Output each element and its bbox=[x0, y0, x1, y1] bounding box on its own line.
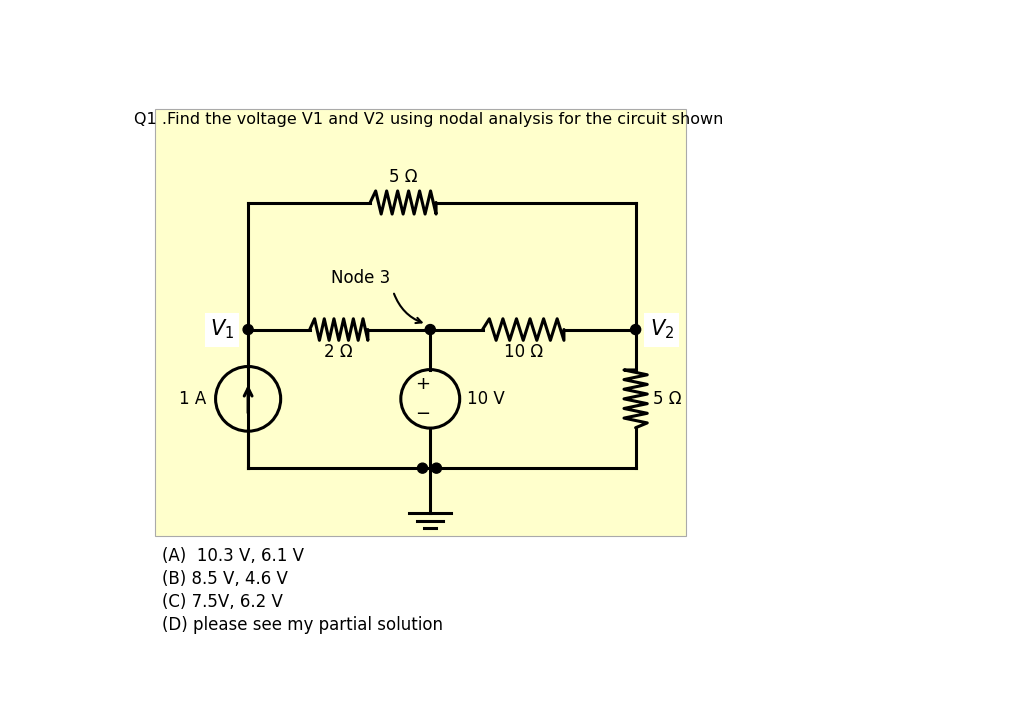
FancyBboxPatch shape bbox=[155, 109, 686, 536]
Text: $V_1$: $V_1$ bbox=[210, 318, 234, 341]
Text: (C) 7.5V, 6.2 V: (C) 7.5V, 6.2 V bbox=[162, 593, 283, 611]
Text: Node 3: Node 3 bbox=[331, 269, 390, 287]
Text: 5 Ω: 5 Ω bbox=[652, 390, 681, 408]
Text: −: − bbox=[415, 405, 430, 423]
Text: 10 V: 10 V bbox=[467, 390, 505, 408]
Text: $V_2$: $V_2$ bbox=[649, 318, 674, 341]
Text: 10 Ω: 10 Ω bbox=[504, 344, 543, 361]
Circle shape bbox=[243, 325, 253, 334]
Text: Q1 .Find the voltage V1 and V2 using nodal analysis for the circuit shown: Q1 .Find the voltage V1 and V2 using nod… bbox=[134, 112, 724, 128]
Text: +: + bbox=[415, 375, 430, 393]
Text: 1 A: 1 A bbox=[179, 390, 206, 408]
Text: (A)  10.3 V, 6.1 V: (A) 10.3 V, 6.1 V bbox=[162, 547, 304, 565]
Circle shape bbox=[431, 463, 441, 473]
Text: 2 Ω: 2 Ω bbox=[325, 344, 353, 361]
Text: (B) 8.5 V, 4.6 V: (B) 8.5 V, 4.6 V bbox=[162, 570, 288, 588]
Circle shape bbox=[418, 463, 428, 473]
Text: (D) please see my partial solution: (D) please see my partial solution bbox=[162, 616, 443, 634]
Circle shape bbox=[631, 325, 641, 334]
Circle shape bbox=[425, 325, 435, 334]
Text: 5 Ω: 5 Ω bbox=[389, 167, 418, 186]
